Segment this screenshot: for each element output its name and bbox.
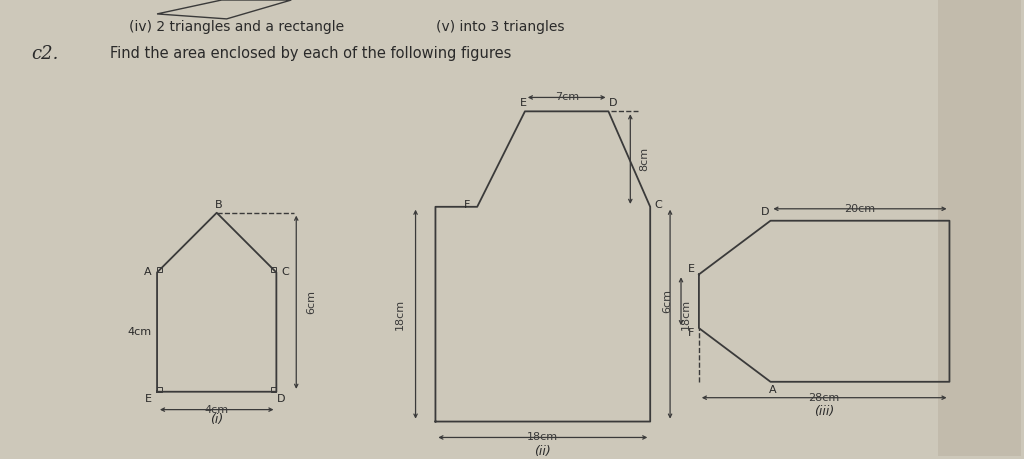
Text: (ii): (ii)	[535, 445, 551, 458]
Text: 6cm: 6cm	[306, 290, 316, 314]
Text: B: B	[215, 200, 222, 210]
Text: E: E	[144, 394, 152, 403]
Text: 28cm: 28cm	[809, 393, 840, 403]
Text: 4cm: 4cm	[205, 405, 228, 414]
Text: D: D	[278, 394, 286, 403]
Text: c2.: c2.	[31, 45, 58, 63]
Text: A: A	[769, 385, 776, 395]
Text: E: E	[519, 98, 526, 108]
Text: D: D	[761, 207, 770, 217]
Text: 18cm: 18cm	[681, 299, 691, 330]
Text: C: C	[282, 268, 289, 277]
Text: 6cm: 6cm	[663, 289, 672, 313]
Bar	[938, 0, 1021, 456]
Text: C: C	[654, 200, 663, 210]
Text: Find the area enclosed by each of the following figures: Find the area enclosed by each of the fo…	[111, 46, 512, 61]
Text: (v) into 3 triangles: (v) into 3 triangles	[436, 20, 564, 34]
Text: D: D	[609, 98, 617, 108]
Text: 7cm: 7cm	[555, 92, 579, 102]
Text: 18cm: 18cm	[527, 432, 558, 442]
Text: 8cm: 8cm	[639, 147, 649, 171]
Text: (iii): (iii)	[814, 405, 835, 418]
Text: F: F	[688, 328, 694, 338]
Text: 4cm: 4cm	[127, 327, 152, 337]
Text: (iv) 2 triangles and a rectangle: (iv) 2 triangles and a rectangle	[129, 20, 344, 34]
Text: E: E	[687, 264, 694, 274]
Text: (i): (i)	[210, 413, 223, 426]
Text: 20cm: 20cm	[845, 204, 876, 214]
Text: A: A	[144, 268, 152, 277]
Text: 18cm: 18cm	[394, 299, 404, 330]
Text: F: F	[464, 200, 470, 210]
